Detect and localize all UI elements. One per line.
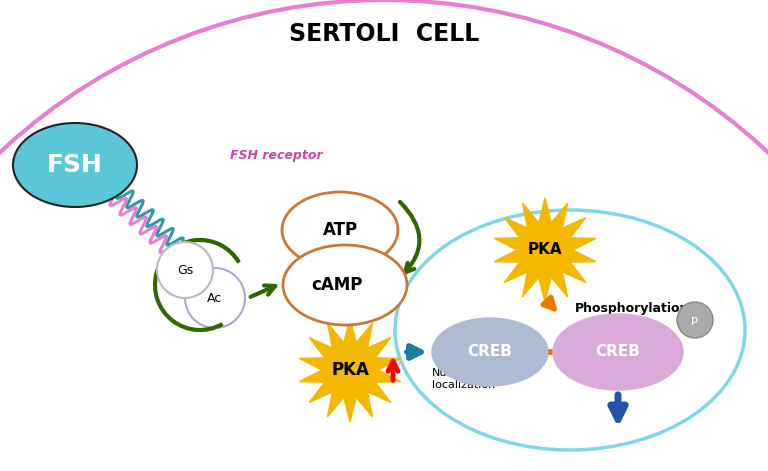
Text: Ac: Ac <box>207 292 223 304</box>
Text: p: p <box>691 315 699 325</box>
Text: FSH: FSH <box>47 153 103 177</box>
Text: Gs: Gs <box>177 263 193 276</box>
Polygon shape <box>300 318 401 422</box>
Text: cAMP: cAMP <box>311 276 362 294</box>
Text: CREB: CREB <box>468 344 512 359</box>
Text: Phosphorylation: Phosphorylation <box>575 302 690 315</box>
Text: Nuclear
localization: Nuclear localization <box>432 368 495 390</box>
Circle shape <box>185 268 245 328</box>
Ellipse shape <box>432 318 548 386</box>
Circle shape <box>157 242 213 298</box>
Text: CREB: CREB <box>595 344 641 359</box>
Text: FSH receptor: FSH receptor <box>230 148 323 162</box>
Ellipse shape <box>283 245 407 325</box>
Polygon shape <box>495 198 596 302</box>
Text: ATP: ATP <box>323 221 358 239</box>
Text: SERTOLI  CELL: SERTOLI CELL <box>289 22 479 46</box>
Text: PKA: PKA <box>331 361 369 379</box>
Ellipse shape <box>13 123 137 207</box>
Text: PKA: PKA <box>528 243 562 258</box>
Ellipse shape <box>282 192 398 268</box>
Ellipse shape <box>553 314 683 390</box>
Circle shape <box>677 302 713 338</box>
